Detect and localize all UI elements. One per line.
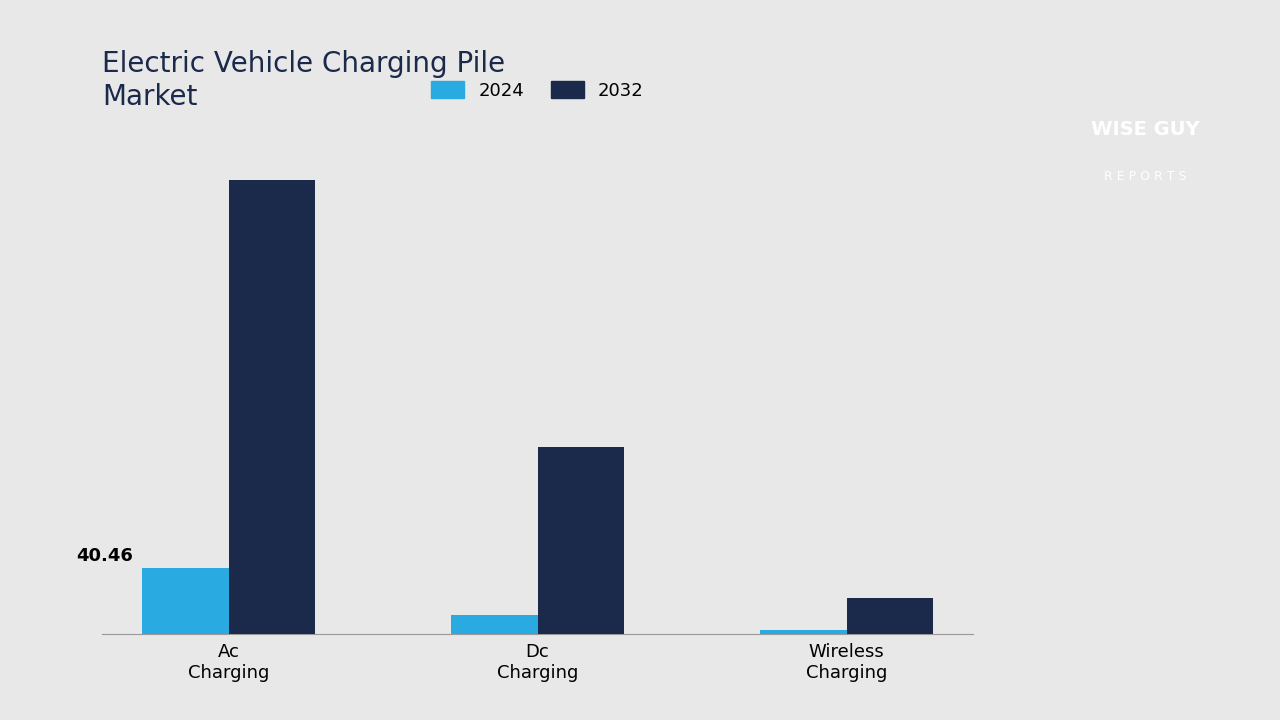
Text: 40.46: 40.46 xyxy=(76,546,133,564)
Bar xyxy=(760,629,846,634)
Legend: 2024, 2032: 2024, 2032 xyxy=(422,73,653,109)
Bar xyxy=(451,615,538,634)
Text: R E P O R T S: R E P O R T S xyxy=(1105,170,1187,183)
Bar xyxy=(538,447,625,634)
Text: WISE GUY: WISE GUY xyxy=(1092,120,1199,139)
Bar xyxy=(846,598,933,634)
Text: Electric Vehicle Charging Pile
Market: Electric Vehicle Charging Pile Market xyxy=(102,50,506,111)
Bar xyxy=(229,180,315,634)
Bar xyxy=(142,568,229,634)
